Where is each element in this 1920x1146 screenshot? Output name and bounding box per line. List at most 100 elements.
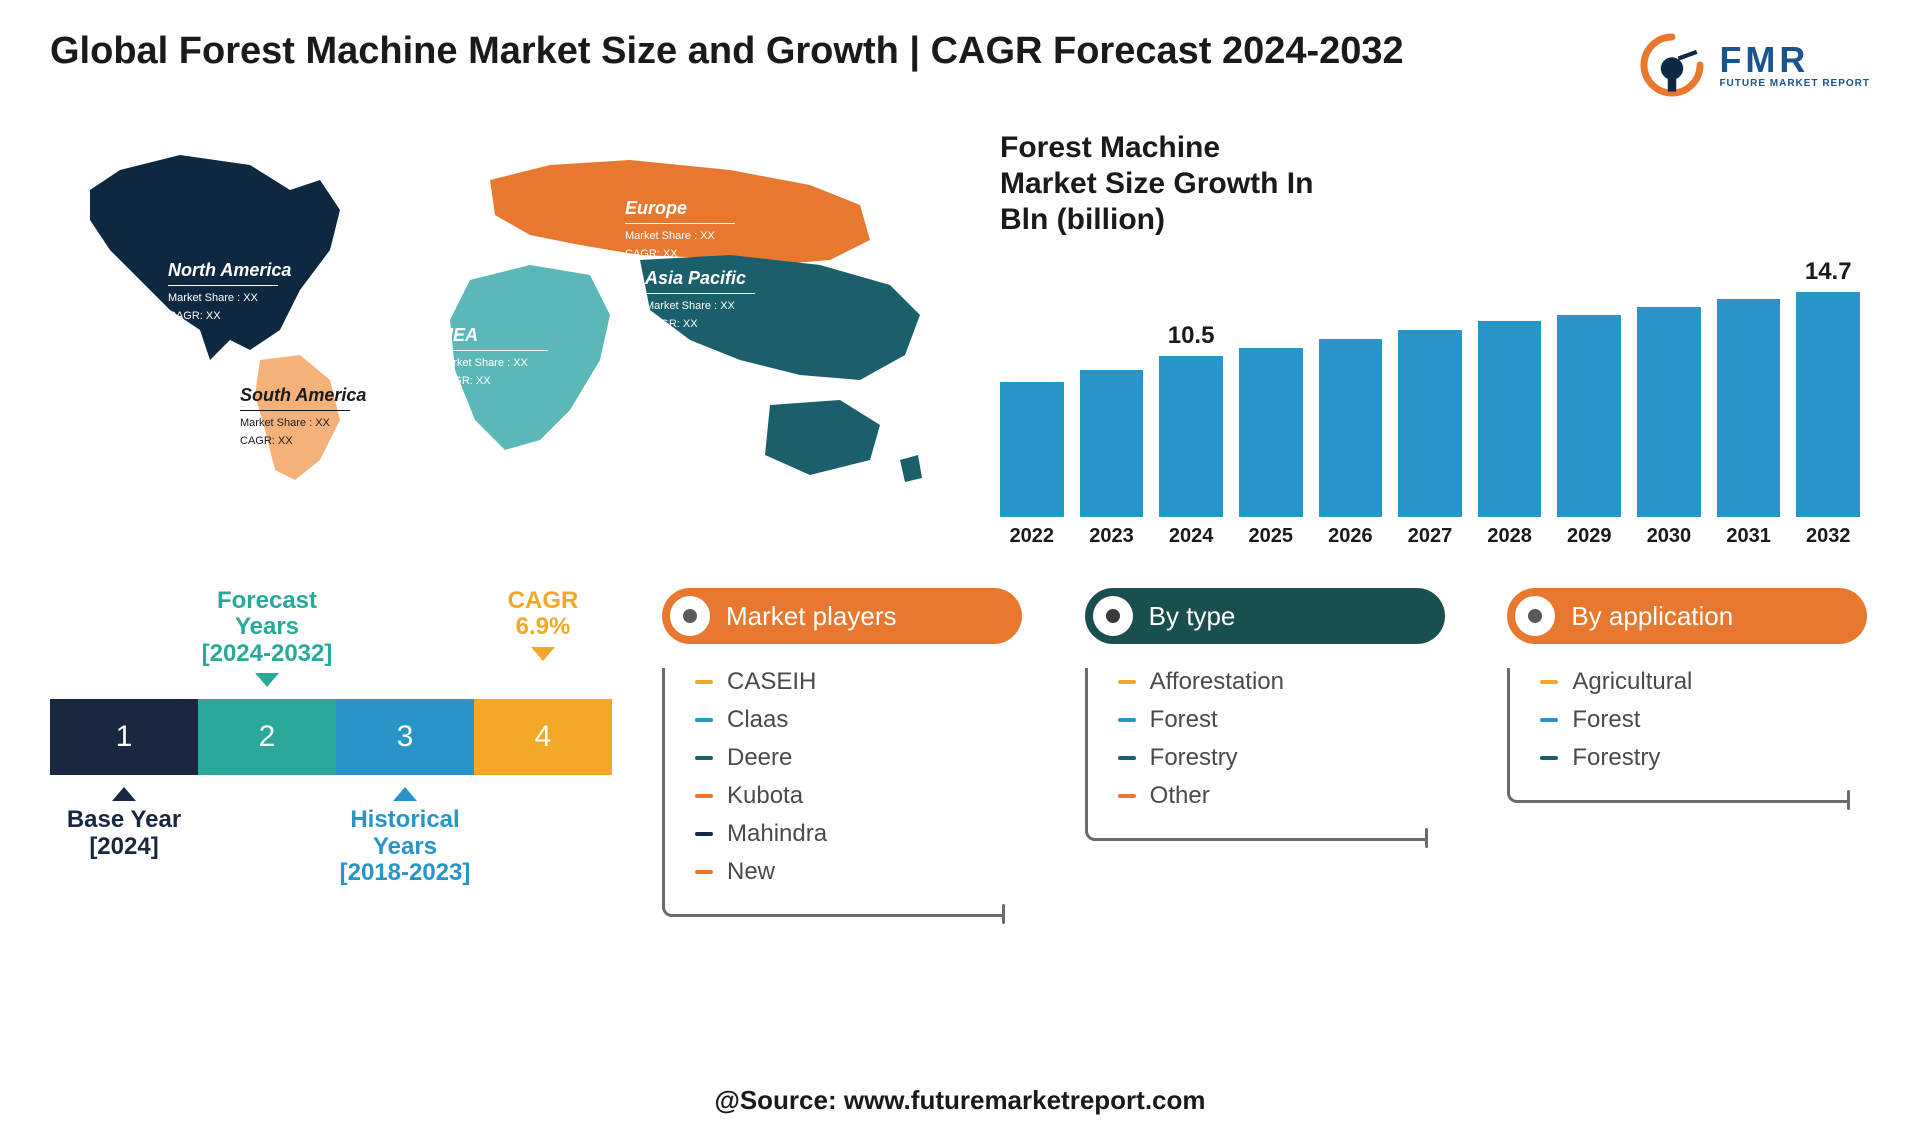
category-by-application: .cat-dot::after{background:#5a5a5a} By ap… [1507,588,1870,917]
item-label: Afforestation [1150,668,1284,696]
bar-2026: 2026 [1319,305,1383,548]
timeline-bottom-cell-1: Base Year[2024] [50,781,198,886]
category-market-players: .cat-dot::after{background:#5a5a5a}Marke… [662,588,1025,917]
timeline-label: Forecast Years[2024-2032] [198,588,336,667]
chart-title: Forest MachineMarket Size Growth InBln (… [1000,130,1870,238]
dot-icon: .cat-dot::after{background:#5a5a5a} [1515,596,1555,636]
item-label: Other [1150,782,1210,810]
dot-icon: .cat-dot::after{background:#5a5a5a} [670,596,710,636]
bar-2025: 2025 [1239,314,1303,548]
region-label-north-america: North America Market Share : XXCAGR: XX [168,260,291,325]
bar-2032: 14.7 2032 [1796,258,1860,548]
region-label-mea: MEAMarket Share : XXCAGR: XX [438,325,548,390]
item-label: Forestry [1150,744,1238,772]
timeline-bottom-cell-3: Historical Years[2018-2023] [336,781,474,886]
tick-icon [1118,680,1136,684]
region-underline [240,410,350,411]
source-attribution: @Source: www.futuremarketreport.com [714,1085,1205,1116]
list-item: Kubota [695,782,1002,810]
item-label: CASEIH [727,668,816,696]
list-item: Afforestation [1118,668,1425,696]
bar-rect [1717,299,1781,517]
timeline-segment-3: 3 [336,699,474,775]
bar-rect [1796,292,1860,517]
list-item: Forestry [1118,744,1425,772]
timeline-label: CAGR6.9% [474,588,612,641]
tick-icon [695,870,713,874]
bar-value: 14.7 [1805,258,1852,286]
region-name: Europe [625,198,735,219]
list-item: Forestry [1540,744,1847,772]
tick-icon [695,756,713,760]
category-list: AfforestationForestForestryOther [1085,668,1425,841]
category-header: .cat-dot::after{background:#5a5a5a} By ap… [1507,588,1867,644]
logo-fmr: FMR [1719,42,1870,78]
timeline-bottom-cell-4 [474,781,612,886]
bar-rect [1398,330,1462,517]
bar-rect [1319,339,1383,517]
list-item: New [695,858,1002,886]
bar-year-label: 2032 [1806,525,1851,548]
region-underline [168,285,278,286]
bar-2031: 2031 [1717,265,1781,548]
timeline-top-labels: Forecast Years[2024-2032] CAGR6.9% [50,588,612,693]
timeline-top-cell-3 [336,588,474,693]
tick-icon [695,832,713,836]
tick-icon [1540,680,1558,684]
timeline-label: Base Year[2024] [50,807,198,860]
list-item: Forest [1540,706,1847,734]
region-underline [625,223,735,224]
tick-icon [1118,794,1136,798]
timeline-top-cell-2: Forecast Years[2024-2032] [198,588,336,693]
tick-icon [695,680,713,684]
bar-year-label: 2024 [1169,525,1214,548]
category-title: By application [1571,601,1733,632]
region-name: North America [168,260,291,281]
category-title: By type [1149,601,1236,632]
triangle-down-icon [531,647,555,661]
top-row: North AmericaMarket Share : XXCAGR: XXSo… [50,130,1870,548]
dot-icon: .cat-dot::after{background:#5a5a5a} [1093,596,1133,636]
triangle-up-icon [393,787,417,801]
timeline-section: Forecast Years[2024-2032]CAGR6.9% 1234 B… [50,588,612,886]
page-title: Global Forest Machine Market Size and Gr… [50,30,1404,73]
list-item: Agricultural [1540,668,1847,696]
bar-rect [1080,370,1144,517]
bar-year-label: 2025 [1248,525,1293,548]
timeline-bottom-labels: Base Year[2024] Historical Years[2018-202… [50,781,612,886]
region-underline [645,293,755,294]
bar-year-label: 2030 [1647,525,1692,548]
list-item: Claas [695,706,1002,734]
categories: .cat-dot::after{background:#5a5a5a}Marke… [662,588,1870,917]
region-stats: Market Share : XXCAGR: XX [240,417,330,447]
item-label: Deere [727,744,792,772]
region-underline [438,350,548,351]
region-stats: Market Share : XXCAGR: XX [168,292,258,322]
bar-chart: 2022202310.52024202520262027202820292030… [990,258,1870,548]
list-item: Deere [695,744,1002,772]
triangle-up-icon [112,787,136,801]
triangle-down-icon [255,673,279,687]
list-item: Other [1118,782,1425,810]
bar-rect [1557,315,1621,517]
bar-rect [1478,321,1542,517]
bar-year-label: 2031 [1726,525,1771,548]
timeline-label: Historical Years[2018-2023] [336,807,474,886]
timeline-top-cell-4: CAGR6.9% [474,588,612,693]
header: Global Forest Machine Market Size and Gr… [50,30,1870,100]
world-map: North AmericaMarket Share : XXCAGR: XXSo… [50,130,950,490]
bar-year-label: 2028 [1487,525,1532,548]
tick-icon [1540,756,1558,760]
category-by-type: .cat-dot::after{background:#5a5a5a} By ty… [1085,588,1448,917]
bar-chart-section: Forest MachineMarket Size Growth InBln (… [990,130,1870,548]
timeline-segment-2: 2 [198,699,336,775]
tick-icon [1540,718,1558,722]
tick-icon [695,794,713,798]
bar-rect [1239,348,1303,517]
timeline-segment-1: 1 [50,699,198,775]
region-label-europe: EuropeMarket Share : XXCAGR: XX [625,198,735,263]
item-label: Agricultural [1572,668,1692,696]
bar-year-label: 2027 [1408,525,1453,548]
region-name: Asia Pacific [645,268,755,289]
region-name: MEA [438,325,548,346]
